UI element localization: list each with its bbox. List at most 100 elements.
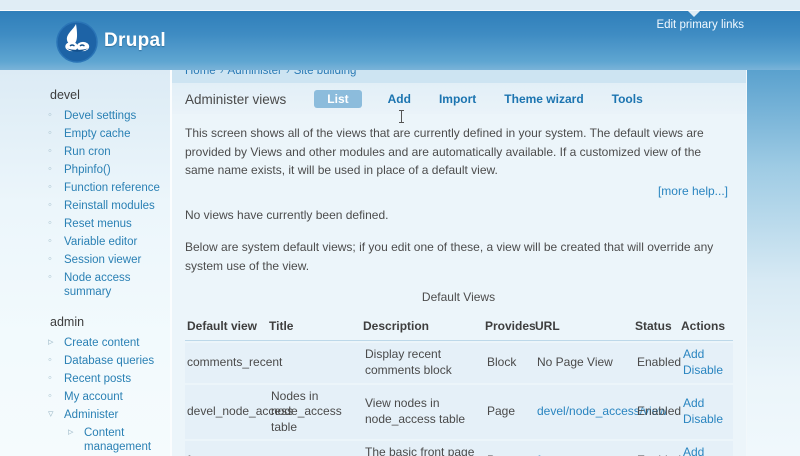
action-add-link[interactable]: Add: [683, 445, 705, 456]
cell-view-actions: Add Disable: [679, 384, 733, 440]
cell-view-title: Nodes in node_access table: [267, 384, 361, 440]
tab-list[interactable]: List: [314, 90, 362, 108]
sidebar-item-reset-menus[interactable]: ◦ Reset menus: [48, 217, 132, 230]
drupal-logo-icon[interactable]: [56, 21, 98, 63]
action-add-link[interactable]: Add: [683, 347, 705, 362]
sidebar-section-title: admin: [50, 315, 85, 329]
sidebar-section-admin: admin ▹ Create content ◦ Database queries …: [48, 315, 164, 456]
tab-import[interactable]: Import: [438, 92, 477, 106]
col-header-title: Title: [267, 315, 361, 342]
bullet-circle-icon: ◦: [48, 235, 52, 247]
table-row: comments_recent Display recent comments …: [185, 343, 733, 383]
bullet-circle-icon: ◦: [48, 181, 52, 193]
cell-view-name: devel_node_access: [185, 384, 293, 440]
bullet-circle-icon: ◦: [48, 199, 52, 211]
bullet-expanded-icon: ▿: [48, 408, 54, 420]
cell-view-title: [267, 441, 361, 456]
cell-view-description: Display recent comments block: [361, 343, 483, 383]
col-header-actions: Actions: [679, 315, 733, 342]
col-header-status: Status: [633, 315, 679, 342]
cell-view-url: devel/node_access/view: [533, 384, 667, 440]
col-header-url: URL: [533, 315, 633, 342]
sidebar-item-phpinfo[interactable]: ◦ Phpinfo(): [48, 163, 111, 176]
sidebar-item-administer[interactable]: ▿ Administer: [48, 408, 119, 421]
tabs: List Add Import Theme wizard Tools: [314, 90, 644, 108]
sidebar-item-node-access-summary[interactable]: ◦ Node access summary: [48, 271, 131, 298]
title-bar: Administer views List Add Import Theme w…: [172, 83, 746, 114]
action-toggle-link[interactable]: Disable: [683, 411, 724, 426]
breadcrumb-separator: ›: [219, 65, 224, 77]
sidebar-item-devel-settings[interactable]: ◦ Devel settings: [48, 109, 137, 122]
intro-text: This screen shows all of the views that …: [185, 126, 704, 178]
edit-primary-links-link[interactable]: Edit primary links: [656, 19, 744, 31]
sidebar-item-reinstall-modules[interactable]: ◦ Reinstall modules: [48, 199, 155, 212]
cell-view-name: comments_recent: [185, 343, 282, 383]
cell-view-provides: Block: [483, 343, 533, 383]
sidebar-section-title: devel: [50, 88, 80, 102]
view-url-link[interactable]: devel/node_access/view: [537, 404, 668, 419]
more-help-wrap: [more help...]: [185, 182, 728, 201]
bullet-circle-icon: ◦: [48, 253, 52, 265]
site-header: Drupal Edit primary links: [0, 11, 800, 70]
sidebar-item-content-management[interactable]: ▹ Content management: [68, 426, 152, 453]
sidebar-section-devel: devel ◦ Devel settings ◦ Empty cache ◦ Run …: [48, 88, 164, 299]
table-caption: Default Views: [421, 290, 496, 305]
bullet-circle-icon: ◦: [48, 145, 52, 157]
sidebar-item-create-content[interactable]: ▹ Create content: [48, 336, 140, 349]
site-name[interactable]: Drupal: [104, 30, 166, 51]
tab-tools[interactable]: Tools: [611, 92, 643, 106]
sidebar-item-empty-cache[interactable]: ◦ Empty cache: [48, 127, 131, 140]
cell-view-url: No Page View: [533, 343, 633, 383]
bullet-circle-icon: ◦: [48, 109, 52, 121]
action-toggle-link[interactable]: Disable: [683, 362, 724, 377]
below-note-text: Below are system default views; if you e…: [185, 239, 714, 273]
cell-view-title: [267, 343, 361, 383]
page-title: Administer views: [185, 91, 287, 107]
top-strip: [0, 0, 800, 11]
bullet-circle-icon: ◦: [48, 127, 52, 139]
sidebar-item-variable-editor[interactable]: ◦ Variable editor: [48, 235, 138, 248]
cell-view-actions: Add Disable: [679, 441, 733, 456]
tab-add[interactable]: Add: [387, 92, 411, 106]
sidebar-item-run-cron[interactable]: ◦ Run cron: [48, 145, 111, 158]
bullet-circle-icon: ◦: [48, 390, 52, 402]
sidebar: devel ◦ Devel settings ◦ Empty cache ◦ Run …: [0, 70, 170, 456]
sidebar-item-database-queries[interactable]: ◦ Database queries: [48, 354, 155, 367]
bullet-collapsed-icon: ▹: [48, 336, 54, 348]
bullet-circle-icon: ◦: [48, 217, 52, 229]
bullet-circle-icon: ◦: [48, 163, 52, 175]
table-row: devel_node_access Nodes in node_access t…: [185, 384, 733, 440]
bullet-circle-icon: ◦: [48, 271, 52, 283]
cell-view-description: View nodes in node_access table: [361, 384, 483, 440]
primary-links-notch-icon: [688, 11, 700, 17]
bullet-circle-icon: ◦: [48, 372, 52, 384]
cell-view-actions: Add Disable: [679, 343, 733, 383]
breadcrumb-separator: ›: [285, 65, 290, 77]
cell-view-status: Enabled: [633, 384, 681, 440]
tab-theme-wizard[interactable]: Theme wizard: [504, 92, 584, 106]
sidebar-item-function-reference[interactable]: ◦ Function reference: [48, 181, 160, 194]
sidebar-item-session-viewer[interactable]: ◦ Session viewer: [48, 253, 142, 266]
bullet-collapsed-icon: ▹: [68, 426, 74, 438]
action-add-link[interactable]: Add: [683, 396, 705, 411]
table-header-row: Default view Title Description Provides …: [185, 315, 733, 342]
cell-view-provides: Page: [483, 441, 533, 456]
sidebar-item-my-account[interactable]: ◦ My account: [48, 390, 123, 403]
default-views-table: Default view Title Description Provides …: [185, 313, 733, 456]
cell-view-status: Enabled: [633, 441, 681, 456]
bullet-circle-icon: ◦: [48, 354, 52, 366]
cell-view-status: Enabled: [633, 343, 681, 383]
col-header-provides: Provides: [483, 315, 536, 342]
sidebar-item-recent-posts[interactable]: ◦ Recent posts: [48, 372, 132, 385]
col-header-description: Description: [361, 315, 483, 342]
content-body: This screen shows all of the views that …: [172, 114, 746, 456]
content-panel: Home › Administer › Site building Administer…: [170, 58, 747, 456]
no-views-text: No views have currently been defined.: [185, 208, 389, 223]
cell-view-description: The basic front page view.: [361, 441, 483, 456]
more-help-link[interactable]: [more help...]: [657, 183, 728, 198]
